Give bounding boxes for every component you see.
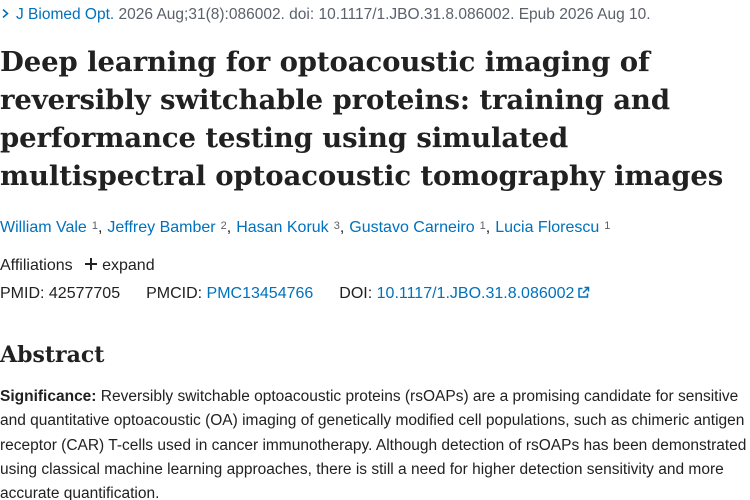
affiliations-row: Affiliations expand [0, 254, 155, 278]
citation-details: 2026 Aug;31(8):086002. doi: 10.1117/1.JB… [118, 6, 651, 23]
author-separator: , [97, 219, 103, 236]
author-separator: , [226, 219, 232, 236]
doi-label: DOI: [339, 285, 373, 302]
author-affiliation-number[interactable]: 1 [604, 220, 611, 232]
chevron-right-icon [2, 9, 9, 19]
significance-label: Significance: [0, 388, 97, 405]
identifiers-row: PMID: 42577705 PMCID: PMC13454766 DOI: 10.… [0, 282, 590, 306]
abstract-significance: Significance: Reversibly switchable opto… [0, 385, 748, 500]
author-name[interactable]: William Vale [0, 219, 87, 236]
author-affiliation-number[interactable]: 1 [91, 220, 98, 232]
author-name[interactable]: Lucia Florescu [495, 219, 600, 236]
doi-link[interactable]: 10.1117/1.JBO.31.8.086002 [376, 285, 575, 302]
pmcid-link[interactable]: PMC13454766 [206, 285, 314, 302]
expand-affiliations-button[interactable]: expand [85, 254, 155, 278]
pmid-label: PMID: [0, 285, 45, 302]
author-list: William Vale 1, Jeffrey Bamber 2, Hasan Koru… [0, 216, 610, 240]
author-separator: , [485, 219, 491, 236]
author-separator: , [339, 219, 345, 236]
pmcid-label: PMCID: [146, 285, 203, 302]
author-name[interactable]: Jeffrey Bamber [107, 219, 216, 236]
pmid-value: 42577705 [48, 285, 121, 302]
external-link-icon [578, 286, 590, 298]
author-name[interactable]: Hasan Koruk [236, 219, 329, 236]
article-title: Deep learning for optoacoustic imaging o… [0, 46, 724, 192]
affiliations-label: Affiliations [0, 257, 73, 274]
author-affiliation-number[interactable]: 2 [220, 220, 227, 232]
significance-text: Reversibly switchable optoacoustic prote… [0, 388, 747, 500]
citation-line: J Biomed Opt. 2026 Aug;31(8):086002. doi… [1, 4, 651, 26]
plus-icon [85, 258, 98, 271]
journal-link[interactable]: J Biomed Opt. [16, 6, 115, 23]
author-name[interactable]: Gustavo Carneiro [349, 219, 475, 236]
author-affiliation-number[interactable]: 1 [479, 220, 486, 232]
abstract-heading: Abstract [0, 342, 105, 368]
expand-label: expand [102, 257, 155, 274]
author-affiliation-number[interactable]: 3 [333, 220, 340, 232]
